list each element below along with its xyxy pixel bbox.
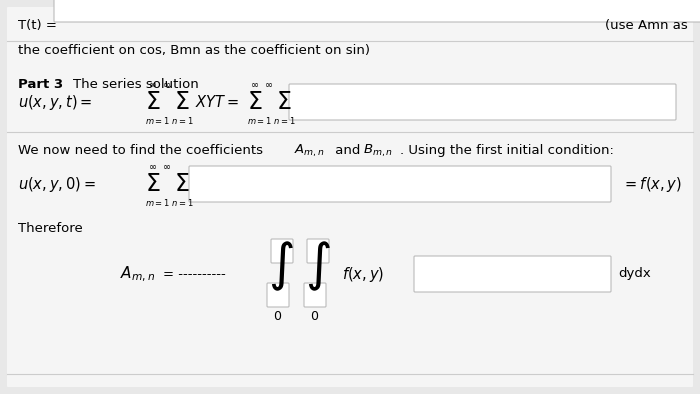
Text: $f(x, y)$: $f(x, y)$ <box>342 264 384 284</box>
Text: $u(x, y, 0) =$: $u(x, y, 0) =$ <box>18 175 96 193</box>
FancyBboxPatch shape <box>414 256 611 292</box>
FancyBboxPatch shape <box>189 166 611 202</box>
Text: = ----------: = ---------- <box>163 268 225 281</box>
FancyBboxPatch shape <box>54 0 700 22</box>
Text: $u(x, y, t) =$: $u(x, y, t) =$ <box>18 93 92 112</box>
FancyBboxPatch shape <box>304 283 326 307</box>
FancyBboxPatch shape <box>289 84 676 120</box>
Text: We now need to find the coefficients: We now need to find the coefficients <box>18 144 267 157</box>
FancyBboxPatch shape <box>267 283 289 307</box>
Text: and: and <box>331 144 365 157</box>
Text: $0$: $0$ <box>274 310 283 323</box>
Text: $B_{m,n}$: $B_{m,n}$ <box>363 143 393 160</box>
Text: $\infty$  $\infty$: $\infty$ $\infty$ <box>148 162 172 172</box>
Text: the coefficient on cos, Bmn as the coefficient on sin): the coefficient on cos, Bmn as the coeff… <box>18 44 370 57</box>
FancyBboxPatch shape <box>7 7 693 387</box>
Text: $0$: $0$ <box>310 310 320 323</box>
Text: $m{=}1\ n{=}1$: $m{=}1\ n{=}1$ <box>145 197 194 208</box>
Text: $\Sigma$  $\Sigma$: $\Sigma$ $\Sigma$ <box>145 172 190 196</box>
Text: $\infty$  $\infty$: $\infty$ $\infty$ <box>250 80 273 90</box>
Text: Part 3: Part 3 <box>18 78 63 91</box>
Text: $\Sigma$  $\Sigma$: $\Sigma$ $\Sigma$ <box>145 90 190 114</box>
Text: $m{=}1\ n{=}1$: $m{=}1\ n{=}1$ <box>247 115 295 126</box>
Text: $A_{m,n}$: $A_{m,n}$ <box>294 143 325 160</box>
FancyBboxPatch shape <box>307 239 329 263</box>
Text: $A_{m,n}$: $A_{m,n}$ <box>120 264 155 284</box>
Text: The series solution: The series solution <box>73 78 199 91</box>
FancyBboxPatch shape <box>271 239 293 263</box>
Text: Therefore: Therefore <box>18 222 83 235</box>
Text: $\int$: $\int$ <box>305 239 330 293</box>
Text: $\int$: $\int$ <box>268 239 294 293</box>
Text: dydx: dydx <box>618 268 651 281</box>
Text: $\infty$  $\infty$: $\infty$ $\infty$ <box>148 80 172 90</box>
Text: (use Amn as: (use Amn as <box>606 19 688 32</box>
Text: $XYT =$: $XYT =$ <box>195 94 239 110</box>
Text: . Using the first initial condition:: . Using the first initial condition: <box>400 144 614 157</box>
Text: $m{=}1\ n{=}1$: $m{=}1\ n{=}1$ <box>145 115 194 126</box>
Text: $\Sigma$  $\Sigma$: $\Sigma$ $\Sigma$ <box>247 90 293 114</box>
Text: $= f(x, y)$: $= f(x, y)$ <box>622 175 682 193</box>
Text: T(t) =: T(t) = <box>18 19 57 32</box>
